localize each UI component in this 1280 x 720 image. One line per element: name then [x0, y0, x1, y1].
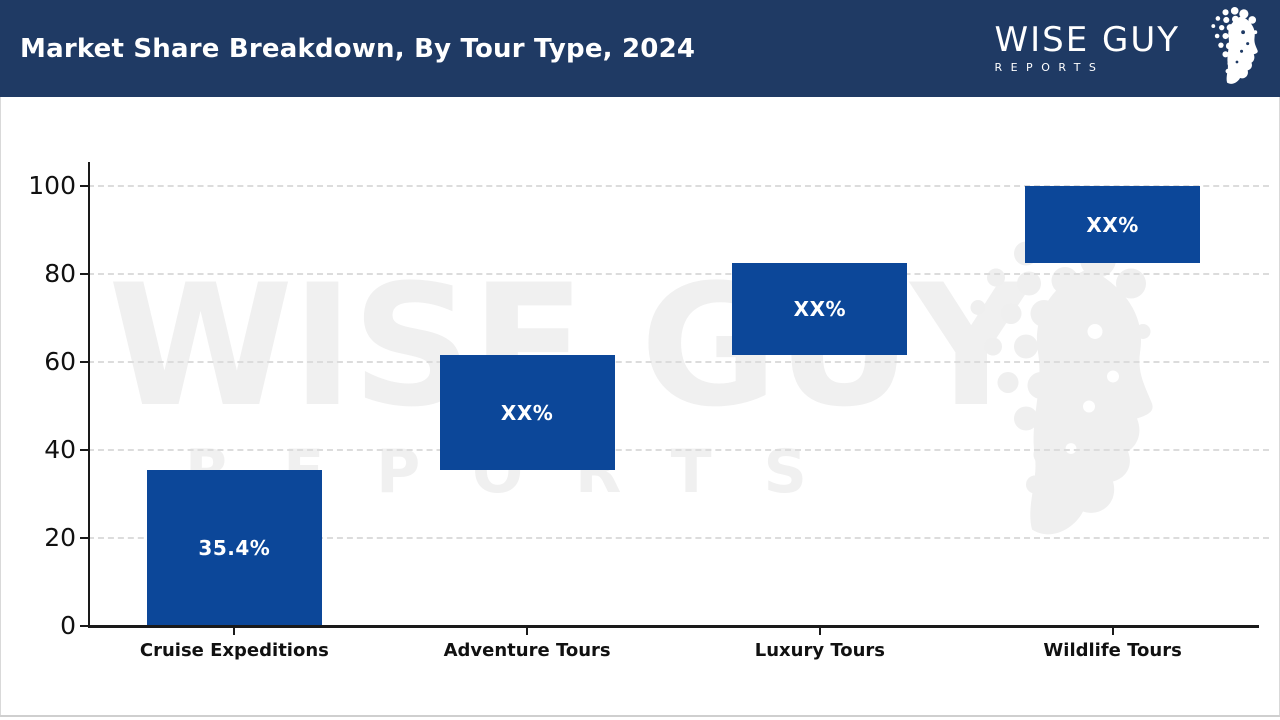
bar-cruise-expeditions: 35.4% [146, 470, 322, 626]
y-tick-label-20: 20 [44, 523, 76, 552]
y-tick-label-40: 40 [44, 435, 76, 464]
bar-value-label-adventure-tours: XX% [500, 400, 554, 425]
y-tick-label-0: 0 [60, 611, 76, 640]
gridline-20 [88, 537, 1269, 539]
y-tick-40 [80, 449, 88, 451]
y-tick-label-80: 80 [44, 259, 76, 288]
brand-name-text: WISE GUY [994, 20, 1180, 61]
brand-logo: WISE GUY REPORTS [994, 6, 1266, 92]
x-tick-label-luxury-tours: Luxury Tours [754, 640, 885, 661]
x-tick-luxury-tours [818, 628, 821, 635]
x-tick-cruise-expeditions [233, 628, 236, 635]
y-axis-line [88, 162, 90, 628]
x-tick-label-wildlife-tours: Wildlife Tours [1043, 640, 1182, 661]
y-tick-0 [80, 625, 88, 627]
gridline-80 [88, 273, 1269, 275]
gridline-60 [88, 361, 1269, 363]
bar-adventure-tours: XX% [439, 355, 615, 471]
bar-wildlife-tours: XX% [1025, 186, 1201, 263]
chart-title: Market Share Breakdown, By Tour Type, 20… [20, 33, 696, 64]
header-bar: Market Share Breakdown, By Tour Type, 20… [0, 0, 1280, 97]
y-tick-60 [80, 361, 88, 363]
y-tick-100 [80, 185, 88, 187]
gridline-40 [88, 449, 1269, 451]
bar-value-label-luxury-tours: XX% [793, 297, 847, 322]
x-tick-label-adventure-tours: Adventure Tours [443, 640, 611, 661]
bar-value-label-wildlife-tours: XX% [1086, 212, 1139, 237]
bar-luxury-tours: XX% [732, 263, 908, 356]
y-tick-20 [80, 537, 88, 539]
x-tick-label-cruise-expeditions: Cruise Expeditions [139, 640, 329, 661]
brand-face-logo-icon [1211, 6, 1258, 84]
footer-divider [0, 715, 1280, 717]
brand-wordmark: WISE GUY REPORTS [994, 20, 1180, 74]
gridline-100 [88, 185, 1269, 187]
x-tick-adventure-tours [526, 628, 529, 635]
x-tick-wildlife-tours [1111, 628, 1114, 635]
y-tick-80 [80, 273, 88, 275]
y-tick-label-100: 100 [28, 171, 76, 200]
y-tick-label-60: 60 [44, 347, 76, 376]
x-axis-line [88, 625, 1259, 628]
bar-value-label-cruise-expeditions: 35.4% [198, 536, 271, 561]
brand-reports-text: REPORTS [994, 60, 1105, 74]
